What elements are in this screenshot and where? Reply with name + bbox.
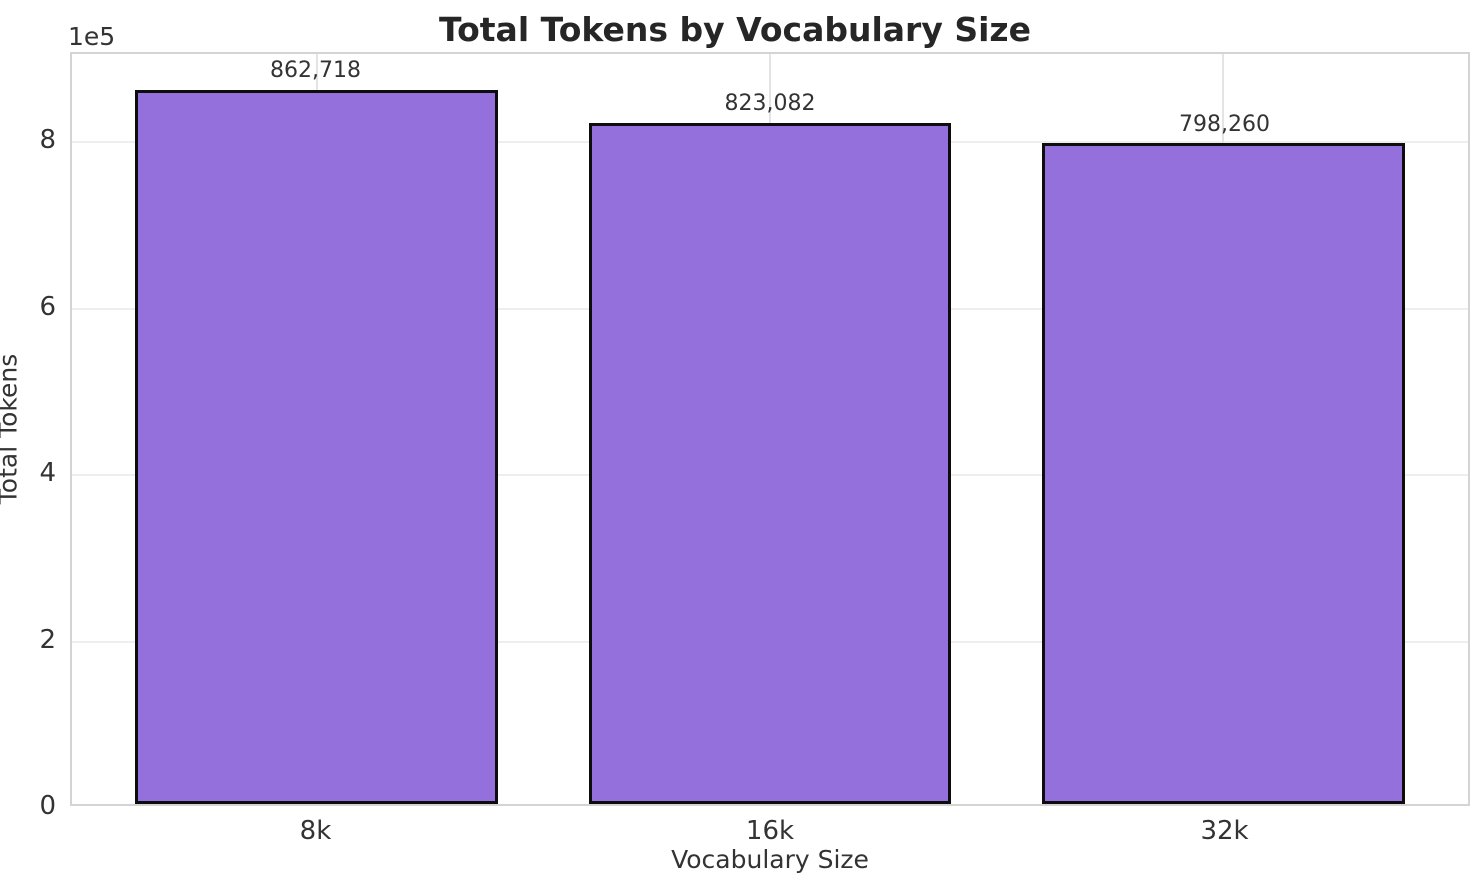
plot-area (70, 52, 1470, 806)
bar-value-label: 823,082 (724, 90, 816, 116)
x-tick-label: 8k (299, 816, 332, 846)
chart-title: Total Tokens by Vocabulary Size (438, 10, 1031, 49)
y-tick-label: 0 (39, 791, 56, 821)
y-tick-label: 2 (39, 624, 56, 655)
y-axis-offset-label: 1e5 (68, 22, 116, 51)
y-tick-label: 6 (39, 291, 56, 322)
y-axis-label: Total Tokens (0, 353, 23, 505)
x-axis-label: Vocabulary Size (671, 845, 869, 874)
bar-value-label: 798,260 (1179, 111, 1271, 137)
bar-value-label: 862,718 (269, 57, 361, 83)
y-tick-label: 8 (39, 125, 56, 156)
y-tick-label: 4 (39, 458, 56, 489)
bar-32k (1041, 143, 1405, 804)
bar-8k (135, 89, 499, 804)
x-tick-label: 32k (1200, 816, 1249, 846)
bar-16k (588, 122, 952, 804)
x-tick-label: 16k (745, 816, 795, 846)
